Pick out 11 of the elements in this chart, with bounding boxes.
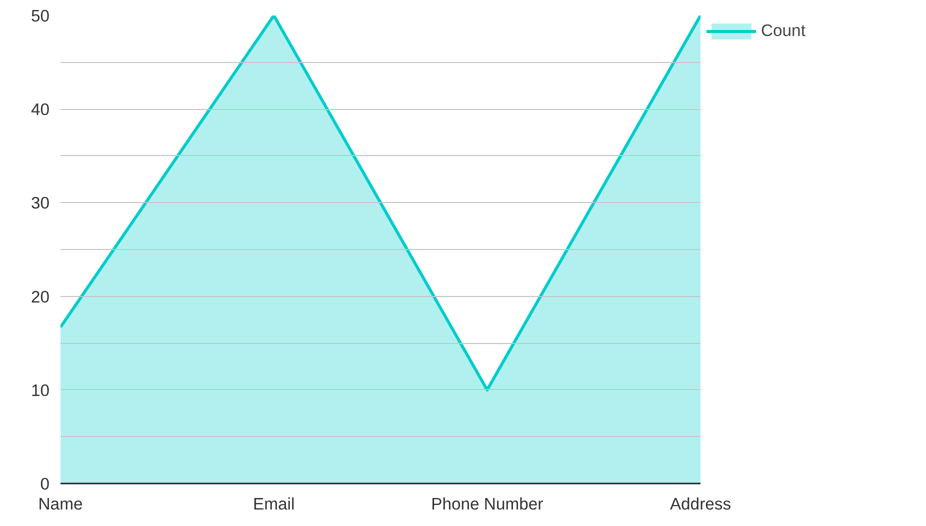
y-tick-label: 20 bbox=[30, 287, 50, 306]
legend-label: Count bbox=[761, 21, 806, 41]
y-tick-label: 40 bbox=[30, 100, 50, 120]
x-tick-label: Address bbox=[670, 494, 732, 514]
y-tick-label: 10 bbox=[30, 380, 50, 400]
y-tick-label: 30 bbox=[30, 194, 50, 213]
y-tick-label: 50 bbox=[30, 6, 50, 26]
y-tick-label: 0 bbox=[40, 474, 50, 494]
x-tick-label: Name bbox=[38, 494, 83, 514]
x-tick-label: Phone Number bbox=[431, 494, 544, 514]
x-tick-label: Email bbox=[253, 494, 295, 514]
